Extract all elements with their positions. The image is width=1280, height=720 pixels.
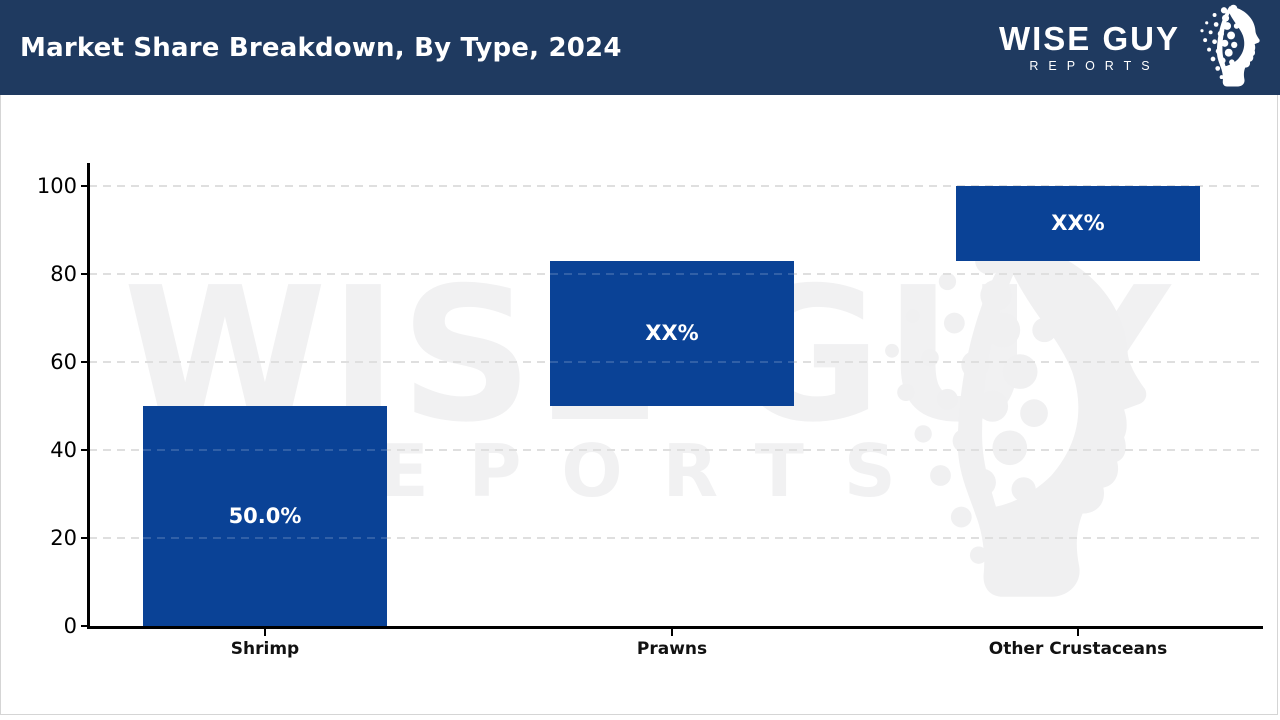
gridline-over-bar — [550, 272, 794, 275]
report-header: Market Share Breakdown, By Type, 2024 WI… — [0, 0, 1280, 95]
logo-subtitle: REPORTS — [1029, 59, 1160, 74]
gridline-100 — [89, 185, 1259, 187]
logo-text: WISE GUY REPORTS — [999, 22, 1180, 73]
gridline-over-bar — [143, 537, 387, 539]
y-tick-mark-40 — [81, 449, 88, 451]
gridline-over-bar — [550, 360, 794, 363]
bar-value-label-other-crustaceans: XX% — [1051, 211, 1105, 236]
logo-wordmark: WISE GUY — [998, 20, 1180, 58]
x-tick-label-other-crustaceans: Other Crustaceans — [988, 639, 1168, 659]
y-tick-mark-80 — [81, 273, 88, 275]
y-tick-label-40: 40 — [50, 438, 77, 462]
bar-prawns: XX% — [550, 260, 794, 406]
x-tick-label-shrimp: Shrimp — [230, 639, 300, 659]
bar-shrimp: 50.0% — [143, 406, 387, 626]
x-tick-label-prawns: Prawns — [636, 639, 708, 659]
y-tick-mark-0 — [81, 625, 88, 627]
gridline-40 — [89, 449, 1259, 451]
x-tick-mark-prawns — [671, 629, 673, 636]
x-axis-line — [87, 626, 1263, 629]
y-tick-mark-20 — [81, 537, 88, 539]
watermark-face-icon — [885, 236, 1147, 597]
y-axis-line — [87, 163, 90, 629]
chart-title: Market Share Breakdown, By Type, 2024 — [20, 32, 622, 63]
bar-other-crustaceans: XX% — [956, 186, 1200, 261]
y-tick-mark-60 — [81, 361, 88, 363]
dotted-face-icon — [1200, 4, 1260, 87]
x-tick-mark-shrimp — [264, 629, 266, 636]
gridline-over-bar — [143, 449, 387, 451]
y-tick-label-100: 100 — [36, 174, 77, 198]
y-tick-label-80: 80 — [50, 262, 77, 286]
wise-guy-reports-logo: WISE GUY REPORTS — [999, 4, 1266, 92]
y-tick-label-20: 20 — [50, 526, 77, 550]
plot-area: 0 20 40 60 80 100 50.0% Shrimp XX% Prawns XX% Other… — [1, 95, 1277, 714]
y-tick-label-0: 0 — [63, 614, 77, 638]
y-tick-mark-100 — [81, 185, 88, 187]
x-tick-mark-other-crustaceans — [1077, 629, 1079, 636]
y-tick-label-60: 60 — [50, 350, 77, 374]
bar-value-label-prawns: XX% — [645, 321, 699, 346]
bar-value-label-shrimp: 50.0% — [228, 504, 302, 528]
gridline-20 — [89, 537, 1259, 539]
chart-canvas: WISE GUY REPORTS 0 20 40 60 80 100 50.0% Shrimp… — [0, 95, 1278, 715]
